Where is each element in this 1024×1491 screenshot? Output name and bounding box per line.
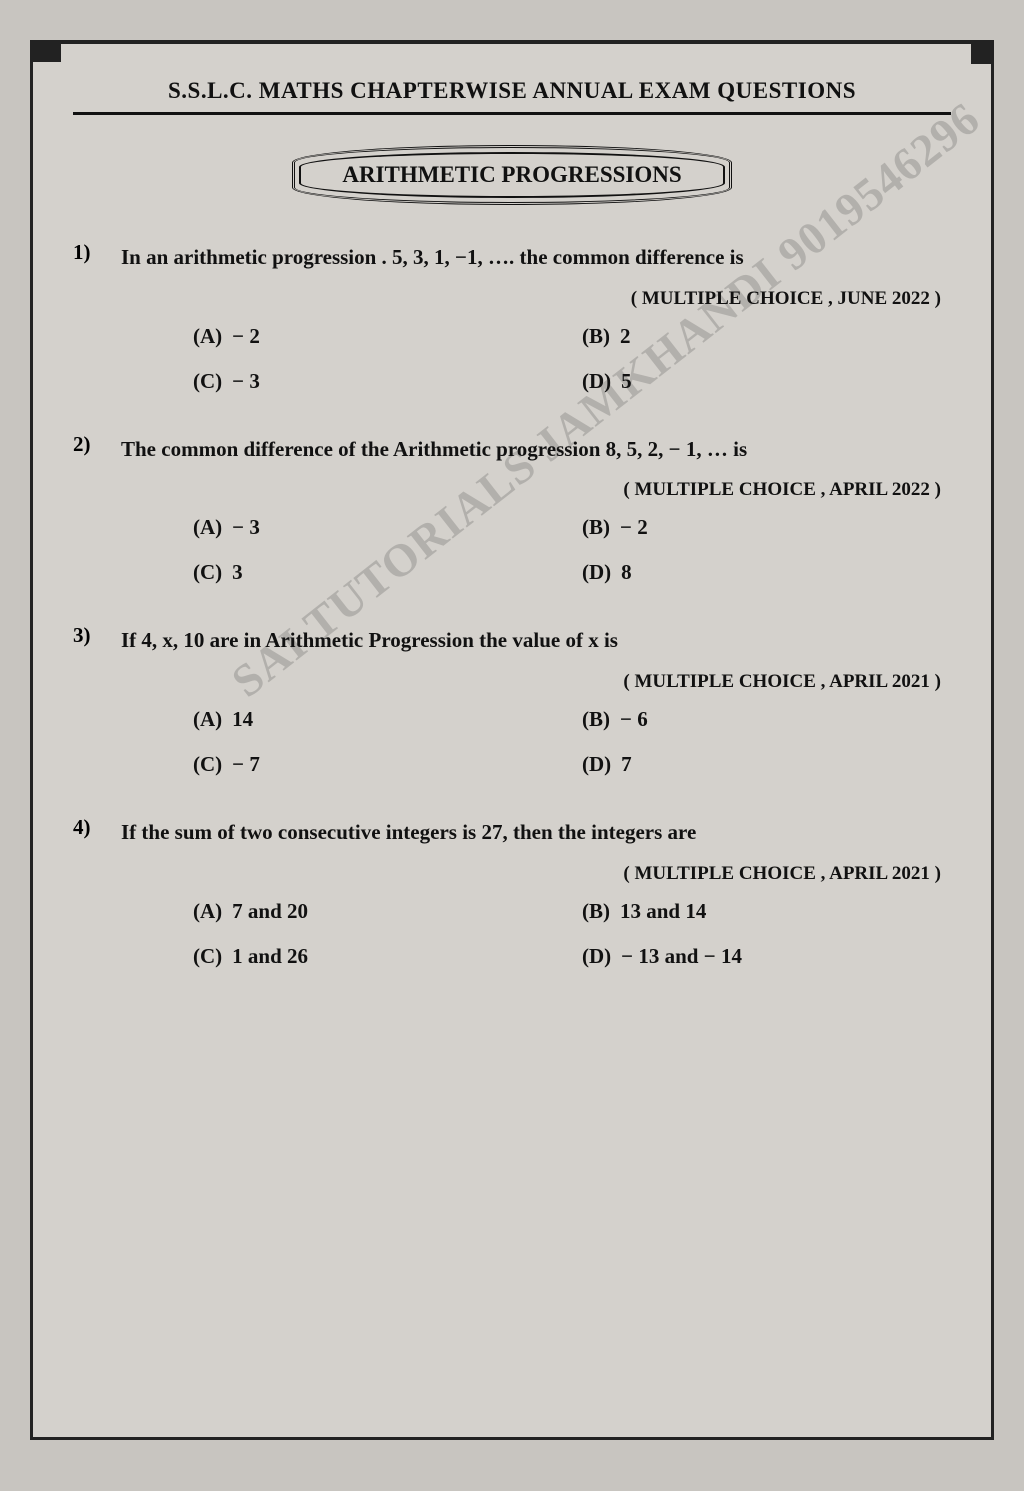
option-c: (C) 3 bbox=[193, 560, 562, 585]
question-source: ( MULTIPLE CHOICE , JUNE 2022 ) bbox=[73, 288, 941, 310]
option-value: 8 bbox=[621, 560, 632, 585]
option-c: (C) 1 and 26 bbox=[193, 944, 562, 969]
page-header: S.S.L.C. MATHS CHAPTERWISE ANNUAL EXAM Q… bbox=[73, 74, 951, 115]
option-a: (A) 14 bbox=[193, 707, 562, 732]
option-a: (A) 7 and 20 bbox=[193, 899, 562, 924]
option-c: (C) − 7 bbox=[193, 752, 562, 777]
option-d: (D) − 13 and − 14 bbox=[582, 944, 951, 969]
corner-decoration bbox=[33, 44, 61, 62]
option-value: 14 bbox=[232, 707, 253, 732]
option-value: 1 and 26 bbox=[232, 944, 308, 969]
option-value: − 13 and − 14 bbox=[621, 944, 742, 969]
question-block: 2) The common difference of the Arithmet… bbox=[73, 432, 951, 586]
option-label: (A) bbox=[193, 515, 222, 540]
option-value: 5 bbox=[621, 369, 632, 394]
option-label: (B) bbox=[582, 515, 610, 540]
option-value: − 2 bbox=[232, 324, 260, 349]
question-source: ( MULTIPLE CHOICE , APRIL 2022 ) bbox=[73, 479, 941, 501]
option-label: (A) bbox=[193, 324, 222, 349]
chapter-title-badge: ARITHMETIC PROGRESSIONS bbox=[292, 145, 732, 205]
option-label: (C) bbox=[193, 944, 222, 969]
question-block: 4) If the sum of two consecutive integer… bbox=[73, 815, 951, 969]
option-label: (B) bbox=[582, 707, 610, 732]
option-value: − 3 bbox=[232, 369, 260, 394]
option-label: (C) bbox=[193, 369, 222, 394]
question-number: 3) bbox=[73, 623, 105, 659]
question-block: 1) In an arithmetic progression . 5, 3, … bbox=[73, 240, 951, 394]
option-value: 2 bbox=[620, 324, 631, 349]
option-a: (A) − 2 bbox=[193, 324, 562, 349]
option-value: − 2 bbox=[620, 515, 648, 540]
option-value: 3 bbox=[232, 560, 243, 585]
option-value: − 6 bbox=[620, 707, 648, 732]
option-b: (B) 2 bbox=[582, 324, 951, 349]
option-value: 7 and 20 bbox=[232, 899, 308, 924]
option-label: (C) bbox=[193, 752, 222, 777]
option-label: (D) bbox=[582, 944, 611, 969]
option-label: (B) bbox=[582, 324, 610, 349]
options-grid: (A) 14 (B) − 6 (C) − 7 (D) 7 bbox=[73, 707, 951, 777]
question-text: If the sum of two consecutive integers i… bbox=[121, 815, 951, 851]
question-number: 1) bbox=[73, 240, 105, 276]
option-b: (B) 13 and 14 bbox=[582, 899, 951, 924]
option-value: − 7 bbox=[232, 752, 260, 777]
option-label: (A) bbox=[193, 707, 222, 732]
question-number: 4) bbox=[73, 815, 105, 851]
option-d: (D) 5 bbox=[582, 369, 951, 394]
option-label: (D) bbox=[582, 369, 611, 394]
options-grid: (A) 7 and 20 (B) 13 and 14 (C) 1 and 26 (D)… bbox=[73, 899, 951, 969]
question-text: In an arithmetic progression . 5, 3, 1, … bbox=[121, 240, 951, 276]
page-frame: S.S.L.C. MATHS CHAPTERWISE ANNUAL EXAM Q… bbox=[30, 40, 994, 1440]
option-b: (B) − 2 bbox=[582, 515, 951, 540]
option-value: 7 bbox=[621, 752, 632, 777]
question-source: ( MULTIPLE CHOICE , APRIL 2021 ) bbox=[73, 671, 941, 693]
option-label: (C) bbox=[193, 560, 222, 585]
question-block: 3) If 4, x, 10 are in Arithmetic Progres… bbox=[73, 623, 951, 777]
question-text: The common difference of the Arithmetic … bbox=[121, 432, 951, 468]
option-value: 13 and 14 bbox=[620, 899, 706, 924]
option-label: (A) bbox=[193, 899, 222, 924]
corner-decoration bbox=[971, 42, 993, 64]
option-c: (C) − 3 bbox=[193, 369, 562, 394]
option-label: (B) bbox=[582, 899, 610, 924]
option-b: (B) − 6 bbox=[582, 707, 951, 732]
options-grid: (A) − 3 (B) − 2 (C) 3 (D) 8 bbox=[73, 515, 951, 585]
question-number: 2) bbox=[73, 432, 105, 468]
option-label: (D) bbox=[582, 752, 611, 777]
question-text: If 4, x, 10 are in Arithmetic Progressio… bbox=[121, 623, 951, 659]
question-source: ( MULTIPLE CHOICE , APRIL 2021 ) bbox=[73, 863, 941, 885]
option-label: (D) bbox=[582, 560, 611, 585]
option-d: (D) 7 bbox=[582, 752, 951, 777]
options-grid: (A) − 2 (B) 2 (C) − 3 (D) 5 bbox=[73, 324, 951, 394]
option-a: (A) − 3 bbox=[193, 515, 562, 540]
option-value: − 3 bbox=[232, 515, 260, 540]
option-d: (D) 8 bbox=[582, 560, 951, 585]
